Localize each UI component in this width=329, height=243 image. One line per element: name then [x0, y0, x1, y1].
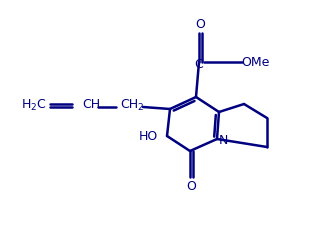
Text: N: N — [218, 134, 228, 148]
Text: C: C — [36, 98, 45, 112]
Text: 2: 2 — [137, 104, 143, 113]
Text: 2: 2 — [30, 104, 36, 113]
Text: CH: CH — [82, 98, 100, 112]
Text: O: O — [195, 18, 205, 32]
Text: OMe: OMe — [241, 55, 269, 69]
Text: HO: HO — [139, 130, 158, 144]
Text: CH: CH — [120, 98, 138, 112]
Text: H: H — [22, 98, 31, 112]
Text: O: O — [186, 181, 196, 193]
Text: C: C — [195, 58, 203, 70]
